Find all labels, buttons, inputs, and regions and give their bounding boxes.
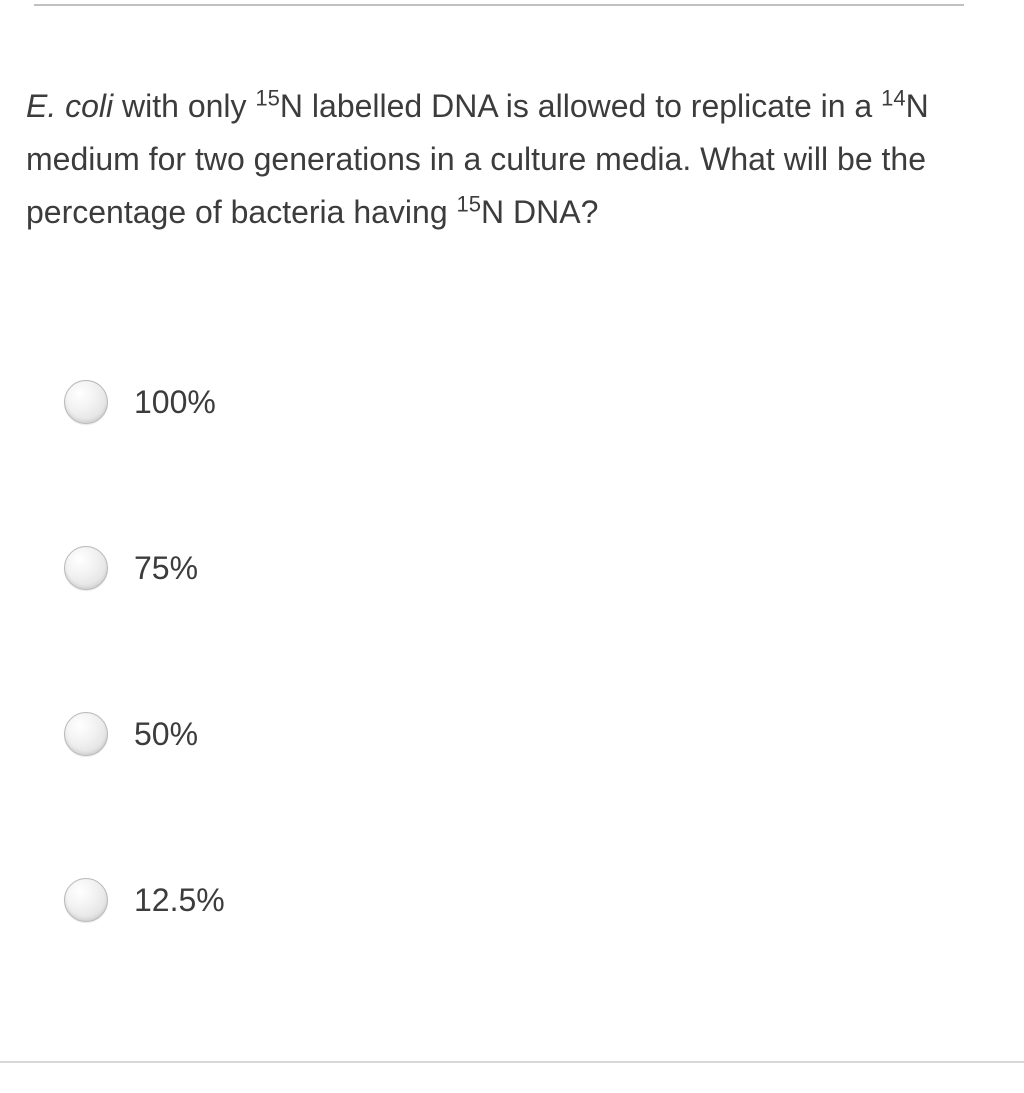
option-label: 100% <box>134 384 216 421</box>
options-block: 100% 75% 50% 12.5% <box>64 380 225 1044</box>
question-text: E. coli with only 15N labelled DNA is al… <box>26 80 984 238</box>
option-label: 75% <box>134 550 198 587</box>
top-divider <box>34 4 964 6</box>
option-row[interactable]: 12.5% <box>64 878 225 922</box>
radio-button[interactable] <box>64 546 108 590</box>
radio-button[interactable] <box>64 380 108 424</box>
option-label: 12.5% <box>134 882 225 919</box>
radio-button[interactable] <box>64 712 108 756</box>
radio-button[interactable] <box>64 878 108 922</box>
bottom-divider <box>0 1061 1024 1063</box>
option-row[interactable]: 75% <box>64 546 225 590</box>
option-label: 50% <box>134 716 198 753</box>
question-block: E. coli with only 15N labelled DNA is al… <box>26 80 984 238</box>
option-row[interactable]: 100% <box>64 380 225 424</box>
option-row[interactable]: 50% <box>64 712 225 756</box>
